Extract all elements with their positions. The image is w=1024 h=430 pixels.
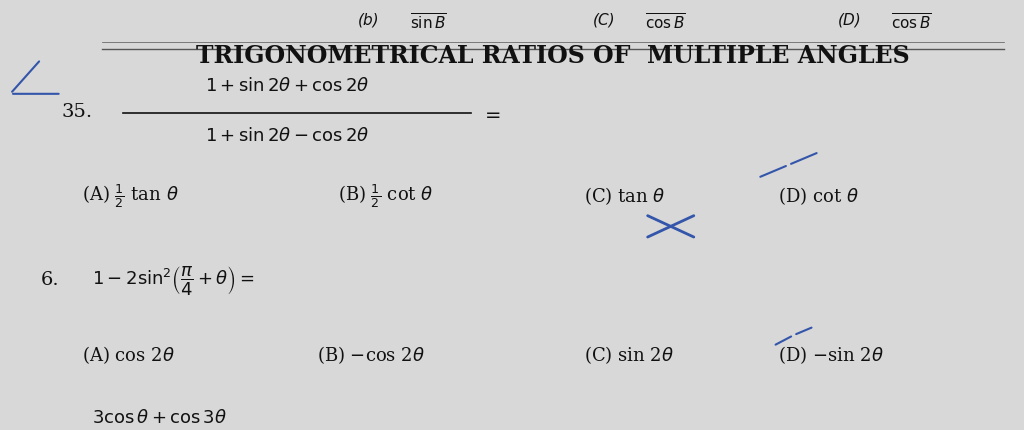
Text: (A) $\frac{1}{2}$ tan $\theta$: (A) $\frac{1}{2}$ tan $\theta$: [82, 182, 178, 209]
Text: (D): (D): [838, 13, 862, 28]
Text: $\overline{\cos B}$: $\overline{\cos B}$: [645, 13, 686, 33]
Text: $1 - 2\sin^2\!\left(\dfrac{\pi}{4} + \theta\right) =$: $1 - 2\sin^2\!\left(\dfrac{\pi}{4} + \th…: [92, 263, 255, 296]
Text: (B) $-$cos 2$\theta$: (B) $-$cos 2$\theta$: [317, 344, 426, 366]
Text: 6.: 6.: [41, 270, 59, 289]
Text: 35.: 35.: [61, 103, 92, 121]
Text: (b): (b): [357, 13, 380, 28]
Text: (D) cot $\theta$: (D) cot $\theta$: [778, 185, 859, 206]
Text: (C) tan $\theta$: (C) tan $\theta$: [584, 185, 666, 206]
Text: $\overline{\cos B}$: $\overline{\cos B}$: [891, 13, 932, 33]
Text: (C): (C): [593, 13, 615, 28]
Text: $\overline{\sin B}$: $\overline{\sin B}$: [410, 13, 446, 33]
Text: (C) sin 2$\theta$: (C) sin 2$\theta$: [584, 344, 674, 366]
Text: $=$: $=$: [481, 105, 502, 123]
Text: (B) $\frac{1}{2}$ cot $\theta$: (B) $\frac{1}{2}$ cot $\theta$: [338, 182, 433, 209]
Text: TRIGONOMETRICAL RATIOS OF  MULTIPLE ANGLES: TRIGONOMETRICAL RATIOS OF MULTIPLE ANGLE…: [197, 44, 909, 68]
Text: $3\cos\theta + \cos 3\theta$: $3\cos\theta + \cos 3\theta$: [92, 408, 227, 426]
Text: $1 + \sin 2\theta - \cos 2\theta$: $1 + \sin 2\theta - \cos 2\theta$: [205, 126, 369, 144]
Text: $1 + \sin 2\theta + \cos 2\theta$: $1 + \sin 2\theta + \cos 2\theta$: [205, 77, 369, 95]
Text: (A) cos 2$\theta$: (A) cos 2$\theta$: [82, 344, 175, 366]
Text: (D) $-$sin 2$\theta$: (D) $-$sin 2$\theta$: [778, 344, 884, 366]
